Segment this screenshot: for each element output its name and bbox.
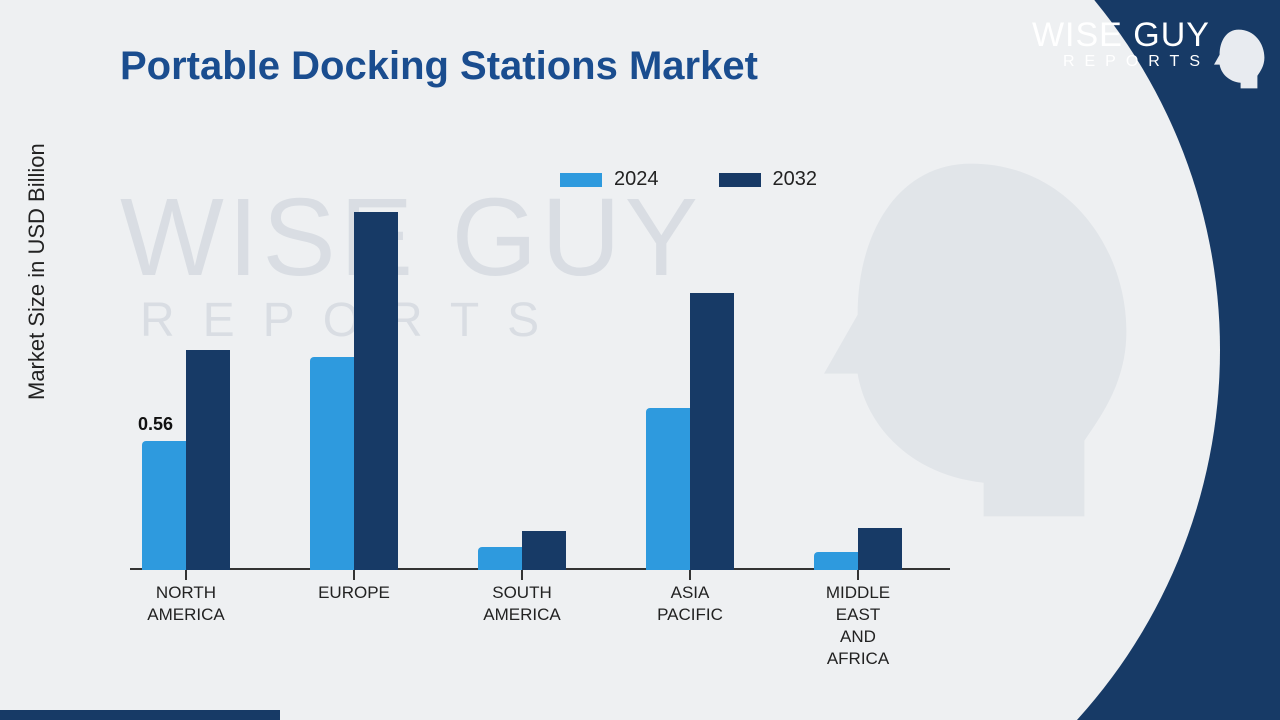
category-label: EUROPE [284,582,424,604]
bar-2024 [646,408,690,570]
bar-2024 [310,357,354,570]
bar-2032 [522,531,566,570]
legend-swatch [560,173,602,187]
bar-2024 [142,441,186,571]
bar-2032 [354,212,398,570]
bar-2032 [858,528,902,570]
legend-label: 2024 [614,168,659,191]
brand-line2: REPORTS [1032,54,1210,70]
axis-tick [185,570,187,580]
y-axis-label: Market Size in USD Billion [24,143,50,400]
axis-tick [857,570,859,580]
bar-group: MIDDLEEASTANDAFRICA [814,528,902,570]
legend-item-2032: 2032 [719,168,818,191]
category-label: MIDDLEEASTANDAFRICA [788,582,928,670]
legend-label: 2032 [773,168,818,191]
bar-2024 [814,552,858,571]
bar-group: EUROPE [310,212,398,570]
category-label: ASIAPACIFIC [620,582,760,626]
bar-2032 [186,350,230,570]
footer-accent [0,710,280,720]
bar-group: SOUTHAMERICA [478,531,566,570]
bar-2032 [690,293,734,571]
category-label: NORTHAMERICA [116,582,256,626]
value-label: 0.56 [138,414,173,435]
legend: 2024 2032 [560,168,817,191]
bar-group: NORTHAMERICA [142,350,230,570]
axis-tick [521,570,523,580]
chart-canvas: WISE GUY REPORTS Portable Docking Statio… [0,0,1280,720]
axis-tick [689,570,691,580]
plot-area: NORTHAMERICA EUROPE SOUTHAMERICA ASIAPACIFI… [130,200,950,570]
bar-2024 [478,547,522,570]
bar-group: ASIAPACIFIC [646,293,734,571]
chart-title: Portable Docking Stations Market [120,44,758,89]
brand-logo: WISE GUY REPORTS [1032,18,1262,70]
legend-swatch [719,173,761,187]
axis-tick [353,570,355,580]
brand-line1: WISE GUY [1032,18,1210,52]
legend-item-2024: 2024 [560,168,659,191]
category-label: SOUTHAMERICA [452,582,592,626]
